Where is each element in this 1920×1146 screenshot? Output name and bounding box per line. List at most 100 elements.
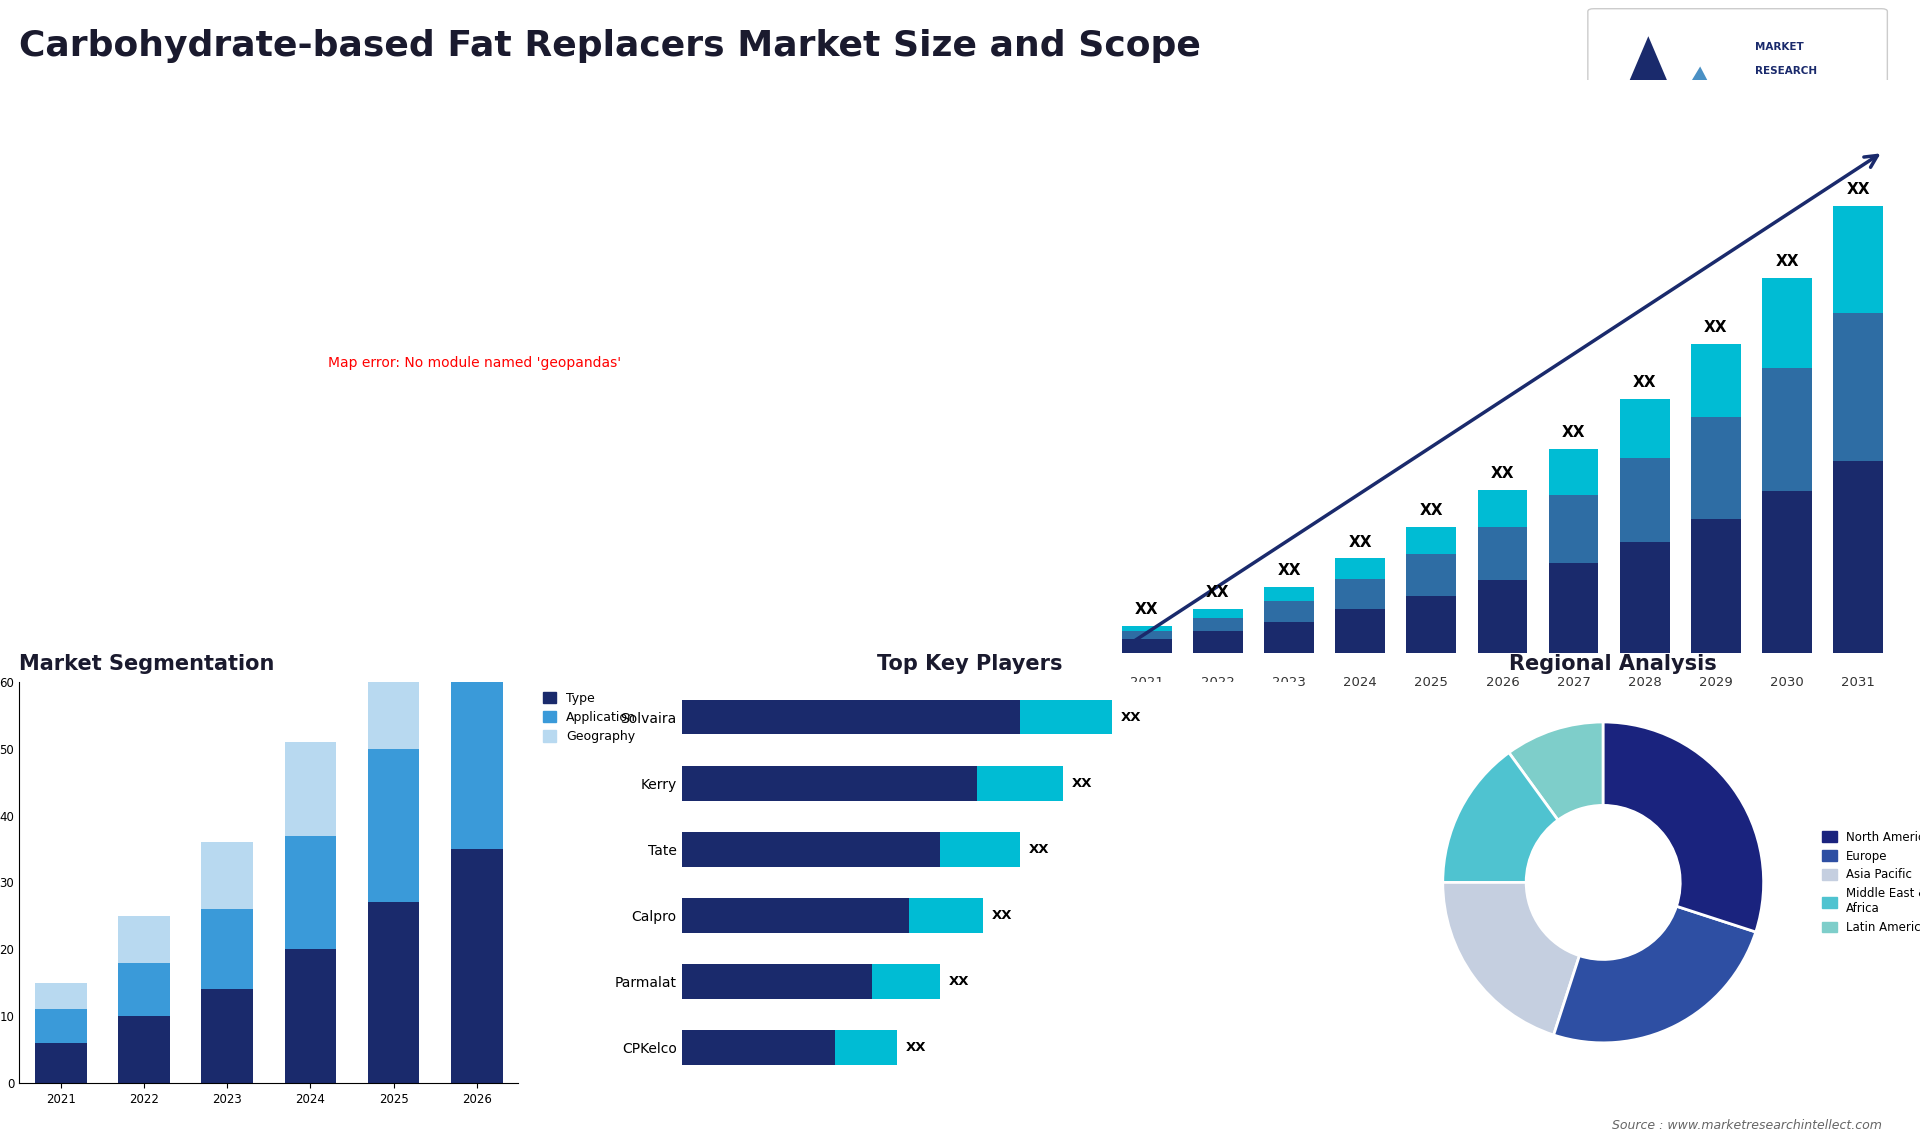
Text: 2025: 2025 xyxy=(1415,676,1448,689)
Bar xyxy=(1763,492,1812,653)
Text: 2022: 2022 xyxy=(1200,676,1235,689)
Wedge shape xyxy=(1553,906,1755,1043)
Bar xyxy=(835,1030,897,1065)
Text: XX: XX xyxy=(1847,181,1870,197)
Bar xyxy=(451,481,503,649)
Text: 2031: 2031 xyxy=(1841,676,1876,689)
Text: XX: XX xyxy=(993,909,1012,921)
Text: XX: XX xyxy=(906,1041,925,1054)
Bar xyxy=(1549,563,1599,653)
Text: INTELLECT: INTELLECT xyxy=(1755,92,1816,101)
Bar xyxy=(1549,495,1599,563)
Bar xyxy=(1121,626,1171,631)
Text: 2030: 2030 xyxy=(1770,676,1805,689)
Bar xyxy=(1692,519,1741,653)
Bar xyxy=(908,898,983,933)
Bar xyxy=(284,835,336,949)
Bar xyxy=(1121,639,1171,653)
Text: XX: XX xyxy=(1561,425,1586,440)
Bar xyxy=(1192,610,1242,618)
Bar xyxy=(872,964,939,998)
Text: XX: XX xyxy=(1490,466,1515,481)
Bar xyxy=(1192,618,1242,631)
Bar xyxy=(1263,601,1313,621)
Bar xyxy=(1478,527,1526,580)
Bar xyxy=(682,767,977,801)
Text: Carbohydrate-based Fat Replacers Market Size and Scope: Carbohydrate-based Fat Replacers Market … xyxy=(19,29,1202,63)
Wedge shape xyxy=(1442,882,1580,1035)
Bar xyxy=(202,909,253,989)
Polygon shape xyxy=(1605,37,1692,138)
Bar xyxy=(1620,542,1670,653)
Text: XX: XX xyxy=(1135,602,1158,617)
Text: XX: XX xyxy=(1277,564,1300,579)
Bar xyxy=(1478,580,1526,653)
Bar xyxy=(1263,621,1313,653)
Bar xyxy=(1334,579,1384,610)
Bar xyxy=(1620,458,1670,542)
Polygon shape xyxy=(1657,66,1738,138)
Text: 2029: 2029 xyxy=(1699,676,1732,689)
Bar xyxy=(977,767,1062,801)
Text: XX: XX xyxy=(948,975,970,988)
Text: Regional Analysis: Regional Analysis xyxy=(1509,654,1716,674)
Bar xyxy=(369,621,419,748)
Bar xyxy=(1263,587,1313,601)
Bar xyxy=(682,832,939,866)
Text: 2028: 2028 xyxy=(1628,676,1661,689)
Text: XX: XX xyxy=(1632,375,1657,391)
Bar xyxy=(1692,344,1741,417)
Wedge shape xyxy=(1603,722,1764,932)
Text: 2021: 2021 xyxy=(1129,676,1164,689)
Text: RESEARCH: RESEARCH xyxy=(1755,66,1816,77)
Text: 2027: 2027 xyxy=(1557,676,1590,689)
Legend: Type, Application, Geography: Type, Application, Geography xyxy=(540,688,639,747)
Text: XX: XX xyxy=(1705,320,1728,336)
Bar xyxy=(1334,558,1384,579)
Bar xyxy=(119,1017,169,1083)
Bar xyxy=(119,963,169,1017)
Wedge shape xyxy=(1509,722,1603,821)
Bar xyxy=(1692,417,1741,519)
Text: XX: XX xyxy=(1071,777,1092,790)
Bar xyxy=(682,964,872,998)
Bar xyxy=(1121,631,1171,639)
Bar xyxy=(35,982,86,1010)
Bar xyxy=(1405,596,1455,653)
Bar xyxy=(1405,527,1455,555)
Bar xyxy=(682,1030,835,1065)
Bar xyxy=(682,700,1020,735)
Text: XX: XX xyxy=(1348,534,1373,550)
Text: Map error: No module named 'geopandas': Map error: No module named 'geopandas' xyxy=(328,355,622,370)
Bar xyxy=(119,916,169,963)
Text: MARKET: MARKET xyxy=(1755,41,1803,52)
Text: 2024: 2024 xyxy=(1344,676,1377,689)
Bar xyxy=(451,849,503,1083)
Bar xyxy=(1834,461,1884,653)
Text: XX: XX xyxy=(1776,254,1799,269)
Bar xyxy=(202,989,253,1083)
Bar xyxy=(939,832,1020,866)
Circle shape xyxy=(1526,806,1680,959)
Bar xyxy=(1020,700,1112,735)
Bar xyxy=(1834,205,1884,313)
Text: 2023: 2023 xyxy=(1273,676,1306,689)
Text: Source : www.marketresearchintellect.com: Source : www.marketresearchintellect.com xyxy=(1611,1120,1882,1132)
Bar xyxy=(451,649,503,849)
Text: 2026: 2026 xyxy=(1486,676,1519,689)
Bar xyxy=(682,898,908,933)
Text: XX: XX xyxy=(1206,586,1229,601)
Bar xyxy=(369,903,419,1083)
Bar xyxy=(1192,631,1242,653)
Bar xyxy=(35,1043,86,1083)
Bar xyxy=(369,748,419,903)
Bar xyxy=(284,949,336,1083)
Text: XX: XX xyxy=(1121,711,1140,724)
Bar xyxy=(1834,313,1884,461)
Text: Top Key Players: Top Key Players xyxy=(877,654,1062,674)
Bar xyxy=(1549,448,1599,495)
Bar xyxy=(1334,610,1384,653)
Bar xyxy=(1620,399,1670,458)
Text: Market Segmentation: Market Segmentation xyxy=(19,654,275,674)
Bar xyxy=(202,842,253,909)
